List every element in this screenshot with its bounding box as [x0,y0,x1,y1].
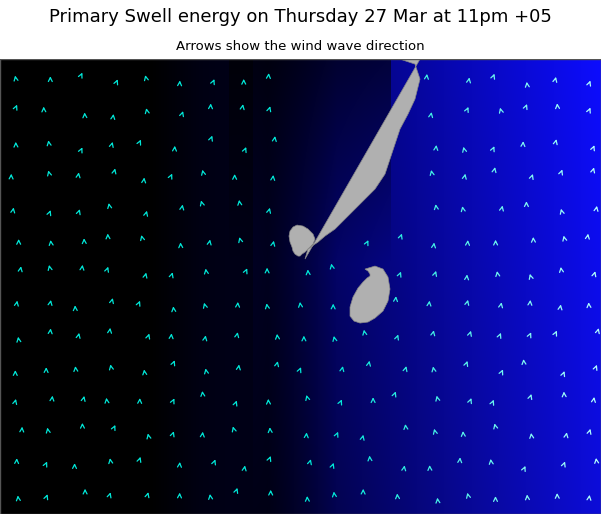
Polygon shape [289,59,420,259]
Text: Primary Swell energy on Thursday 27 Mar at 11pm +05: Primary Swell energy on Thursday 27 Mar … [49,8,552,26]
Text: Arrows show the wind wave direction: Arrows show the wind wave direction [176,40,425,52]
Polygon shape [350,266,390,323]
